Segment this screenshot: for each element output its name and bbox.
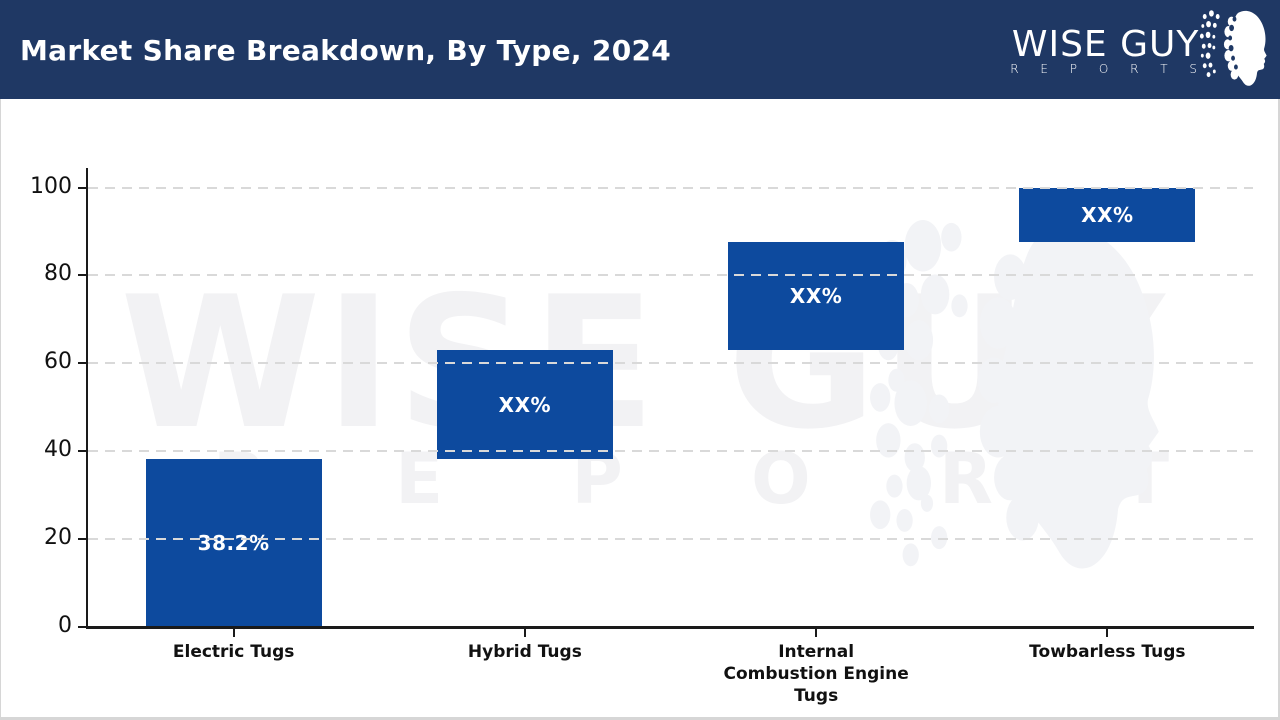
bar-internal-combustion-engine-tugs: XX% [728, 242, 905, 351]
bar-hybrid-tugs: XX% [436, 350, 613, 460]
y-tick-label-40: 40 [44, 437, 72, 463]
bar-towbarless-tugs: XX% [1019, 187, 1196, 243]
x-axis-tick-hybrid-tugs [523, 629, 526, 637]
gridline-100 [88, 186, 1253, 189]
brand-logo: WISE GUY R E P O R T S [1005, 6, 1270, 94]
y-axis-tick-60 [78, 362, 86, 365]
bar-value-label-towbarless-tugs: XX% [1081, 202, 1134, 227]
x-category-label-towbarless-tugs: Towbarless Tugs [1029, 642, 1186, 662]
bar-electric-tugs: 38.2% [145, 459, 322, 627]
bar-value-label-electric-tugs: 38.2% [197, 531, 270, 556]
y-axis-tick-40 [78, 450, 86, 453]
y-axis-line [86, 168, 88, 629]
y-tick-label-80: 80 [44, 261, 72, 287]
y-axis-tick-80 [78, 274, 86, 277]
y-tick-label-20: 20 [44, 525, 72, 551]
bar-value-label-hybrid-tugs: XX% [498, 392, 552, 417]
page-title: Market Share Breakdown, By Type, 2024 [20, 34, 672, 67]
brand-wordmark: WISE GUY R E P O R T S [1005, 24, 1206, 76]
x-axis-line [86, 626, 1254, 629]
y-tick-label-100: 100 [30, 173, 72, 199]
x-axis-tick-internal-combustion-engine-tugs [815, 629, 818, 637]
gridline-60 [88, 362, 1253, 365]
bar-value-label-internal-combustion-engine-tugs: XX% [789, 284, 843, 309]
brand-subtitle: R E P O R T S [1010, 62, 1206, 77]
header-bar: Market Share Breakdown, By Type, 2024 WI… [0, 0, 1280, 99]
gridline-80 [88, 274, 1253, 277]
x-category-label-hybrid-tugs: Hybrid Tugs [467, 642, 582, 662]
x-axis-tick-electric-tugs [232, 629, 235, 637]
x-category-label-electric-tugs: Electric Tugs [172, 642, 295, 662]
gridline-40 [88, 450, 1253, 453]
y-axis-tick-0 [78, 626, 86, 628]
y-tick-label-60: 60 [44, 349, 72, 375]
x-axis-tick-towbarless-tugs [1106, 629, 1109, 637]
brand-head-icon [1199, 10, 1267, 86]
gridline-20 [88, 538, 1253, 541]
x-category-label-internal-combustion-engine-tugs: Internal Combustion Engine Tugs [723, 642, 909, 707]
y-tick-label-0: 0 [58, 613, 72, 638]
y-axis-tick-100 [78, 186, 86, 189]
brand-name: WISE GUY [1011, 23, 1200, 65]
y-axis-tick-20 [78, 538, 86, 541]
